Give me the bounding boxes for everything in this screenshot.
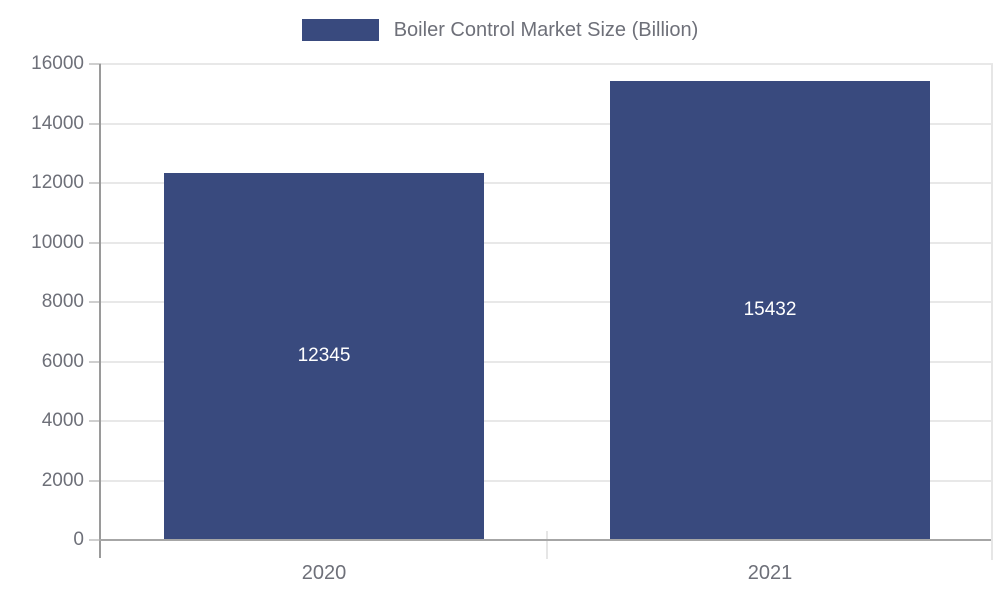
bar-2021[interactable]: 15432 (610, 80, 930, 540)
gridline (101, 420, 993, 422)
y-axis-tick-label: 2000 (41, 469, 84, 491)
plot-right-border (991, 64, 993, 560)
legend-item[interactable]: Boiler Control Market Size (Billion) (301, 18, 699, 42)
bar-2020[interactable]: 12345 (164, 172, 484, 540)
bar-value-label: 15432 (743, 299, 797, 321)
gridline (101, 301, 993, 303)
y-axis-tick (89, 360, 101, 363)
legend-label: Boiler Control Market Size (Billion) (393, 19, 699, 41)
y-axis-tick-label: 0 (73, 529, 84, 550)
y-axis-line (99, 64, 101, 558)
y-axis-tick (89, 539, 101, 541)
x-axis-category-tick (546, 531, 548, 559)
y-axis-tick-label: 8000 (41, 291, 84, 312)
gridline (101, 182, 993, 184)
gridline (101, 122, 993, 125)
y-axis-tick (89, 182, 101, 184)
y-axis-tick-label: 10000 (31, 231, 84, 253)
gridline (101, 479, 993, 482)
y-axis-tick-label: 16000 (31, 53, 84, 74)
legend: Boiler Control Market Size (Billion) (0, 18, 1000, 42)
x-axis-tick-label: 2021 (747, 562, 793, 584)
y-axis-tick-label: 14000 (31, 112, 84, 134)
bar-value-label: 12345 (297, 345, 351, 367)
y-axis-tick-label: 4000 (41, 410, 84, 431)
y-axis-tick (89, 420, 101, 422)
y-axis-tick (89, 479, 101, 482)
legend-swatch-icon (301, 19, 379, 41)
gridline (101, 63, 993, 65)
x-axis-line (99, 539, 993, 541)
y-axis-tick (89, 241, 101, 244)
x-axis-tick-label: 2020 (301, 562, 347, 584)
y-axis-tick (89, 122, 101, 125)
y-axis-tick (89, 63, 101, 65)
gridline (101, 241, 993, 244)
y-axis-tick (89, 301, 101, 303)
gridline (101, 360, 993, 363)
y-axis-tick-label: 6000 (41, 350, 84, 372)
y-axis-tick-label: 12000 (31, 172, 84, 193)
